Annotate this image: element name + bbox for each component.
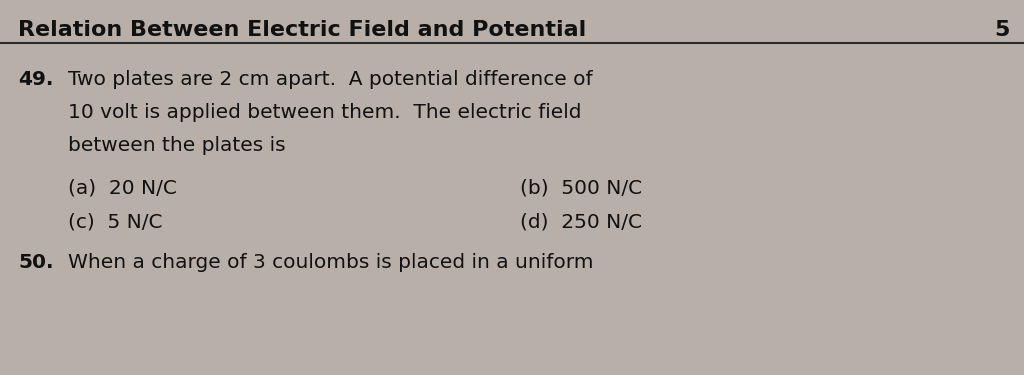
Text: Relation Between Electric Field and Potential: Relation Between Electric Field and Pote…: [18, 20, 587, 40]
Text: (a)  20 N/C: (a) 20 N/C: [68, 179, 177, 198]
Text: (c)  5 N/C: (c) 5 N/C: [68, 212, 163, 231]
Text: between the plates is: between the plates is: [68, 136, 286, 155]
Text: (b)  500 N/C: (b) 500 N/C: [520, 179, 642, 198]
Text: (d)  250 N/C: (d) 250 N/C: [520, 212, 642, 231]
Text: 49.: 49.: [18, 70, 53, 89]
Text: 5: 5: [994, 20, 1010, 40]
Text: 50.: 50.: [18, 253, 53, 272]
Text: When a charge of 3 coulombs is placed in a uniform: When a charge of 3 coulombs is placed in…: [68, 253, 594, 272]
Text: 10 volt is applied between them.  The electric field: 10 volt is applied between them. The ele…: [68, 103, 582, 122]
Text: Two plates are 2 cm apart.  A potential difference of: Two plates are 2 cm apart. A potential d…: [68, 70, 593, 89]
